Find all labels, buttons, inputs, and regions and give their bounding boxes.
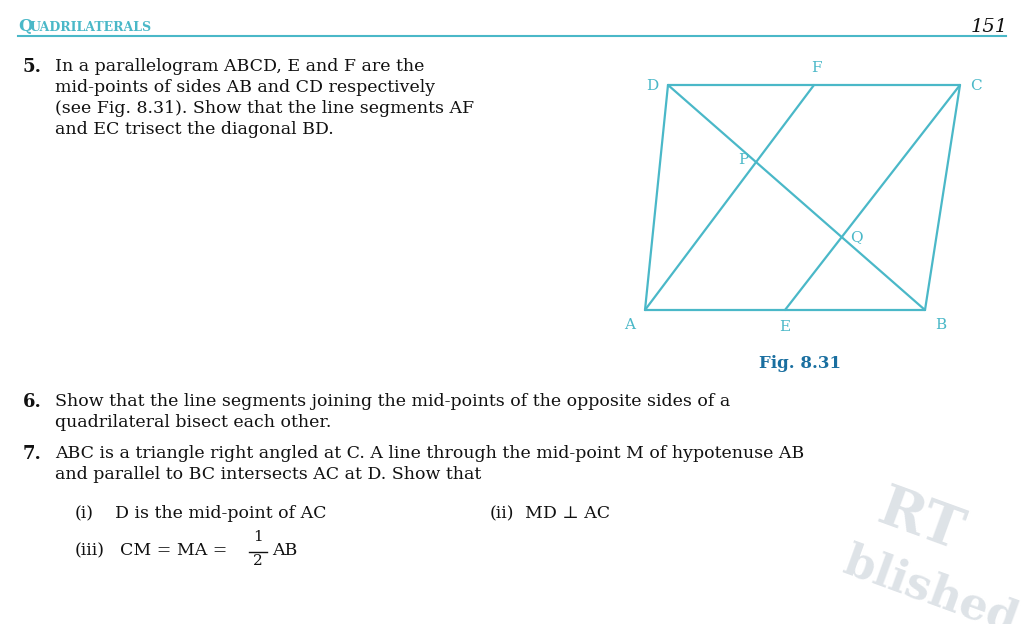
Text: and parallel to BC intersects AC at D. Show that: and parallel to BC intersects AC at D. S… [55, 466, 481, 483]
Text: Fig. 8.31: Fig. 8.31 [759, 355, 841, 372]
Text: (i): (i) [75, 505, 94, 522]
Text: (iii): (iii) [75, 542, 105, 559]
Text: P: P [738, 153, 749, 167]
Text: D: D [646, 79, 658, 93]
Text: and EC trisect the diagonal BD.: and EC trisect the diagonal BD. [55, 121, 334, 138]
Text: CM = MA =: CM = MA = [120, 542, 232, 559]
Text: quadrilateral bisect each other.: quadrilateral bisect each other. [55, 414, 332, 431]
Text: A: A [624, 318, 635, 332]
Text: blished: blished [838, 540, 1023, 624]
Text: 1: 1 [253, 530, 263, 544]
Text: Q: Q [18, 18, 33, 35]
Text: Q: Q [850, 230, 862, 244]
Text: (ii): (ii) [490, 505, 514, 522]
Text: 2: 2 [253, 554, 263, 568]
Text: F: F [811, 61, 821, 75]
Text: MD ⊥ AC: MD ⊥ AC [525, 505, 610, 522]
Text: B: B [935, 318, 946, 332]
Text: 7.: 7. [24, 445, 42, 463]
Text: E: E [779, 320, 791, 334]
Text: UADRILATERALS: UADRILATERALS [30, 21, 153, 34]
Text: D is the mid-point of AC: D is the mid-point of AC [115, 505, 327, 522]
Text: 151: 151 [971, 18, 1008, 36]
Text: (see Fig. 8.31). Show that the line segments AF: (see Fig. 8.31). Show that the line segm… [55, 100, 474, 117]
Text: AB: AB [272, 542, 297, 559]
Text: mid-points of sides AB and CD respectively: mid-points of sides AB and CD respective… [55, 79, 435, 96]
Text: 6.: 6. [24, 393, 42, 411]
Text: In a parallelogram ABCD, E and F are the: In a parallelogram ABCD, E and F are the [55, 58, 424, 75]
Text: C: C [970, 79, 982, 93]
Text: ABC is a triangle right angled at C. A line through the mid-point M of hypotenus: ABC is a triangle right angled at C. A l… [55, 445, 804, 462]
Text: RT: RT [870, 480, 970, 562]
Text: 5.: 5. [23, 58, 42, 76]
Text: Show that the line segments joining the mid-points of the opposite sides of a: Show that the line segments joining the … [55, 393, 730, 410]
